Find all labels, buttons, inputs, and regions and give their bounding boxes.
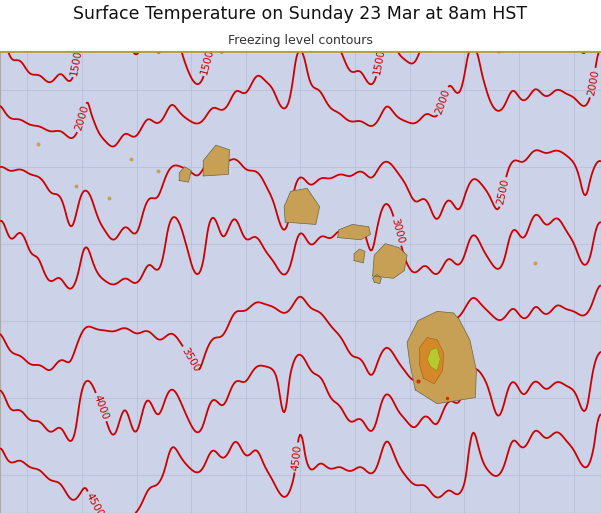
Polygon shape <box>373 244 407 279</box>
Polygon shape <box>407 311 477 404</box>
Polygon shape <box>427 348 441 371</box>
Text: 1500: 1500 <box>69 49 84 76</box>
Polygon shape <box>203 145 230 176</box>
Polygon shape <box>354 249 365 263</box>
Text: Freezing level contours: Freezing level contours <box>228 33 373 47</box>
Text: 1500: 1500 <box>200 48 216 75</box>
Text: 1500: 1500 <box>372 48 386 75</box>
Text: 2500: 2500 <box>495 178 511 206</box>
Text: 2000: 2000 <box>73 104 91 132</box>
Text: 3500: 3500 <box>179 346 201 373</box>
Polygon shape <box>284 188 320 225</box>
Text: Surface Temperature on Sunday 23 Mar at 8am HST: Surface Temperature on Sunday 23 Mar at … <box>73 5 528 24</box>
Text: 2000: 2000 <box>434 87 453 115</box>
Polygon shape <box>373 274 382 284</box>
Polygon shape <box>338 225 370 240</box>
Text: 4000: 4000 <box>92 393 111 421</box>
Text: 4500: 4500 <box>290 444 303 471</box>
Polygon shape <box>179 167 191 182</box>
Text: 2000: 2000 <box>586 69 600 96</box>
Text: 3000: 3000 <box>389 217 406 245</box>
Text: 4500: 4500 <box>84 491 105 513</box>
Polygon shape <box>419 338 444 384</box>
